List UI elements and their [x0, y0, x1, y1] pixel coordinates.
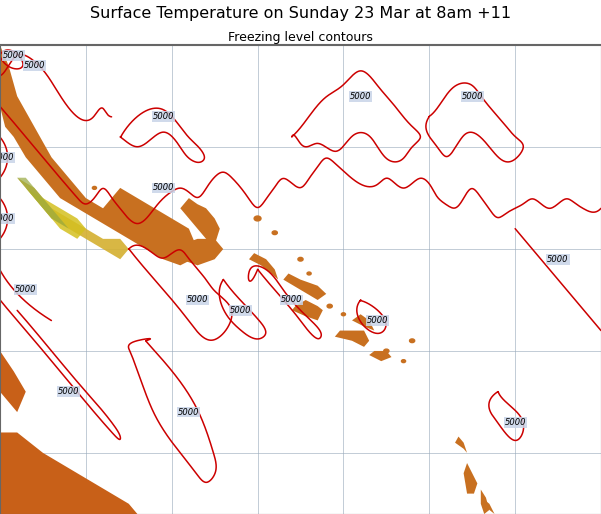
Polygon shape — [484, 500, 495, 514]
Polygon shape — [369, 351, 391, 361]
Text: 5000: 5000 — [153, 112, 174, 121]
Polygon shape — [0, 432, 138, 514]
Text: 5000: 5000 — [548, 255, 569, 264]
Ellipse shape — [409, 339, 415, 343]
Ellipse shape — [341, 313, 346, 316]
Polygon shape — [146, 239, 223, 265]
Text: 5000: 5000 — [15, 285, 37, 295]
Ellipse shape — [307, 272, 311, 275]
Ellipse shape — [93, 187, 97, 189]
Polygon shape — [249, 253, 278, 280]
Polygon shape — [0, 351, 26, 412]
Ellipse shape — [298, 258, 303, 261]
Polygon shape — [26, 188, 86, 239]
Polygon shape — [455, 436, 467, 453]
Ellipse shape — [254, 216, 261, 221]
Text: 5000: 5000 — [58, 387, 79, 396]
Polygon shape — [283, 273, 326, 300]
Text: 5000: 5000 — [504, 418, 526, 427]
Ellipse shape — [272, 231, 277, 234]
Polygon shape — [352, 314, 374, 331]
Ellipse shape — [118, 217, 122, 219]
Text: Freezing level contours: Freezing level contours — [228, 31, 373, 44]
Ellipse shape — [384, 349, 389, 353]
Text: 5000: 5000 — [0, 214, 14, 223]
Polygon shape — [481, 489, 489, 514]
Text: 5000: 5000 — [230, 306, 251, 315]
Polygon shape — [0, 45, 198, 265]
Polygon shape — [17, 178, 69, 229]
Text: 5000: 5000 — [0, 153, 14, 162]
Text: 5000: 5000 — [367, 316, 388, 325]
Polygon shape — [180, 198, 220, 245]
Text: 5000: 5000 — [281, 296, 303, 304]
Text: 5000: 5000 — [462, 91, 483, 101]
Text: 5000: 5000 — [350, 91, 371, 101]
Text: 5000: 5000 — [187, 296, 208, 304]
Ellipse shape — [401, 360, 406, 362]
Ellipse shape — [327, 304, 332, 308]
Polygon shape — [292, 300, 323, 320]
Text: 5000: 5000 — [3, 51, 25, 60]
Text: 5000: 5000 — [23, 61, 45, 70]
Polygon shape — [463, 463, 477, 493]
Polygon shape — [17, 178, 129, 259]
Text: 5000: 5000 — [153, 183, 174, 192]
Polygon shape — [335, 331, 369, 347]
Text: Surface Temperature on Sunday 23 Mar at 8am +11: Surface Temperature on Sunday 23 Mar at … — [90, 6, 511, 21]
Text: 5000: 5000 — [178, 408, 200, 416]
